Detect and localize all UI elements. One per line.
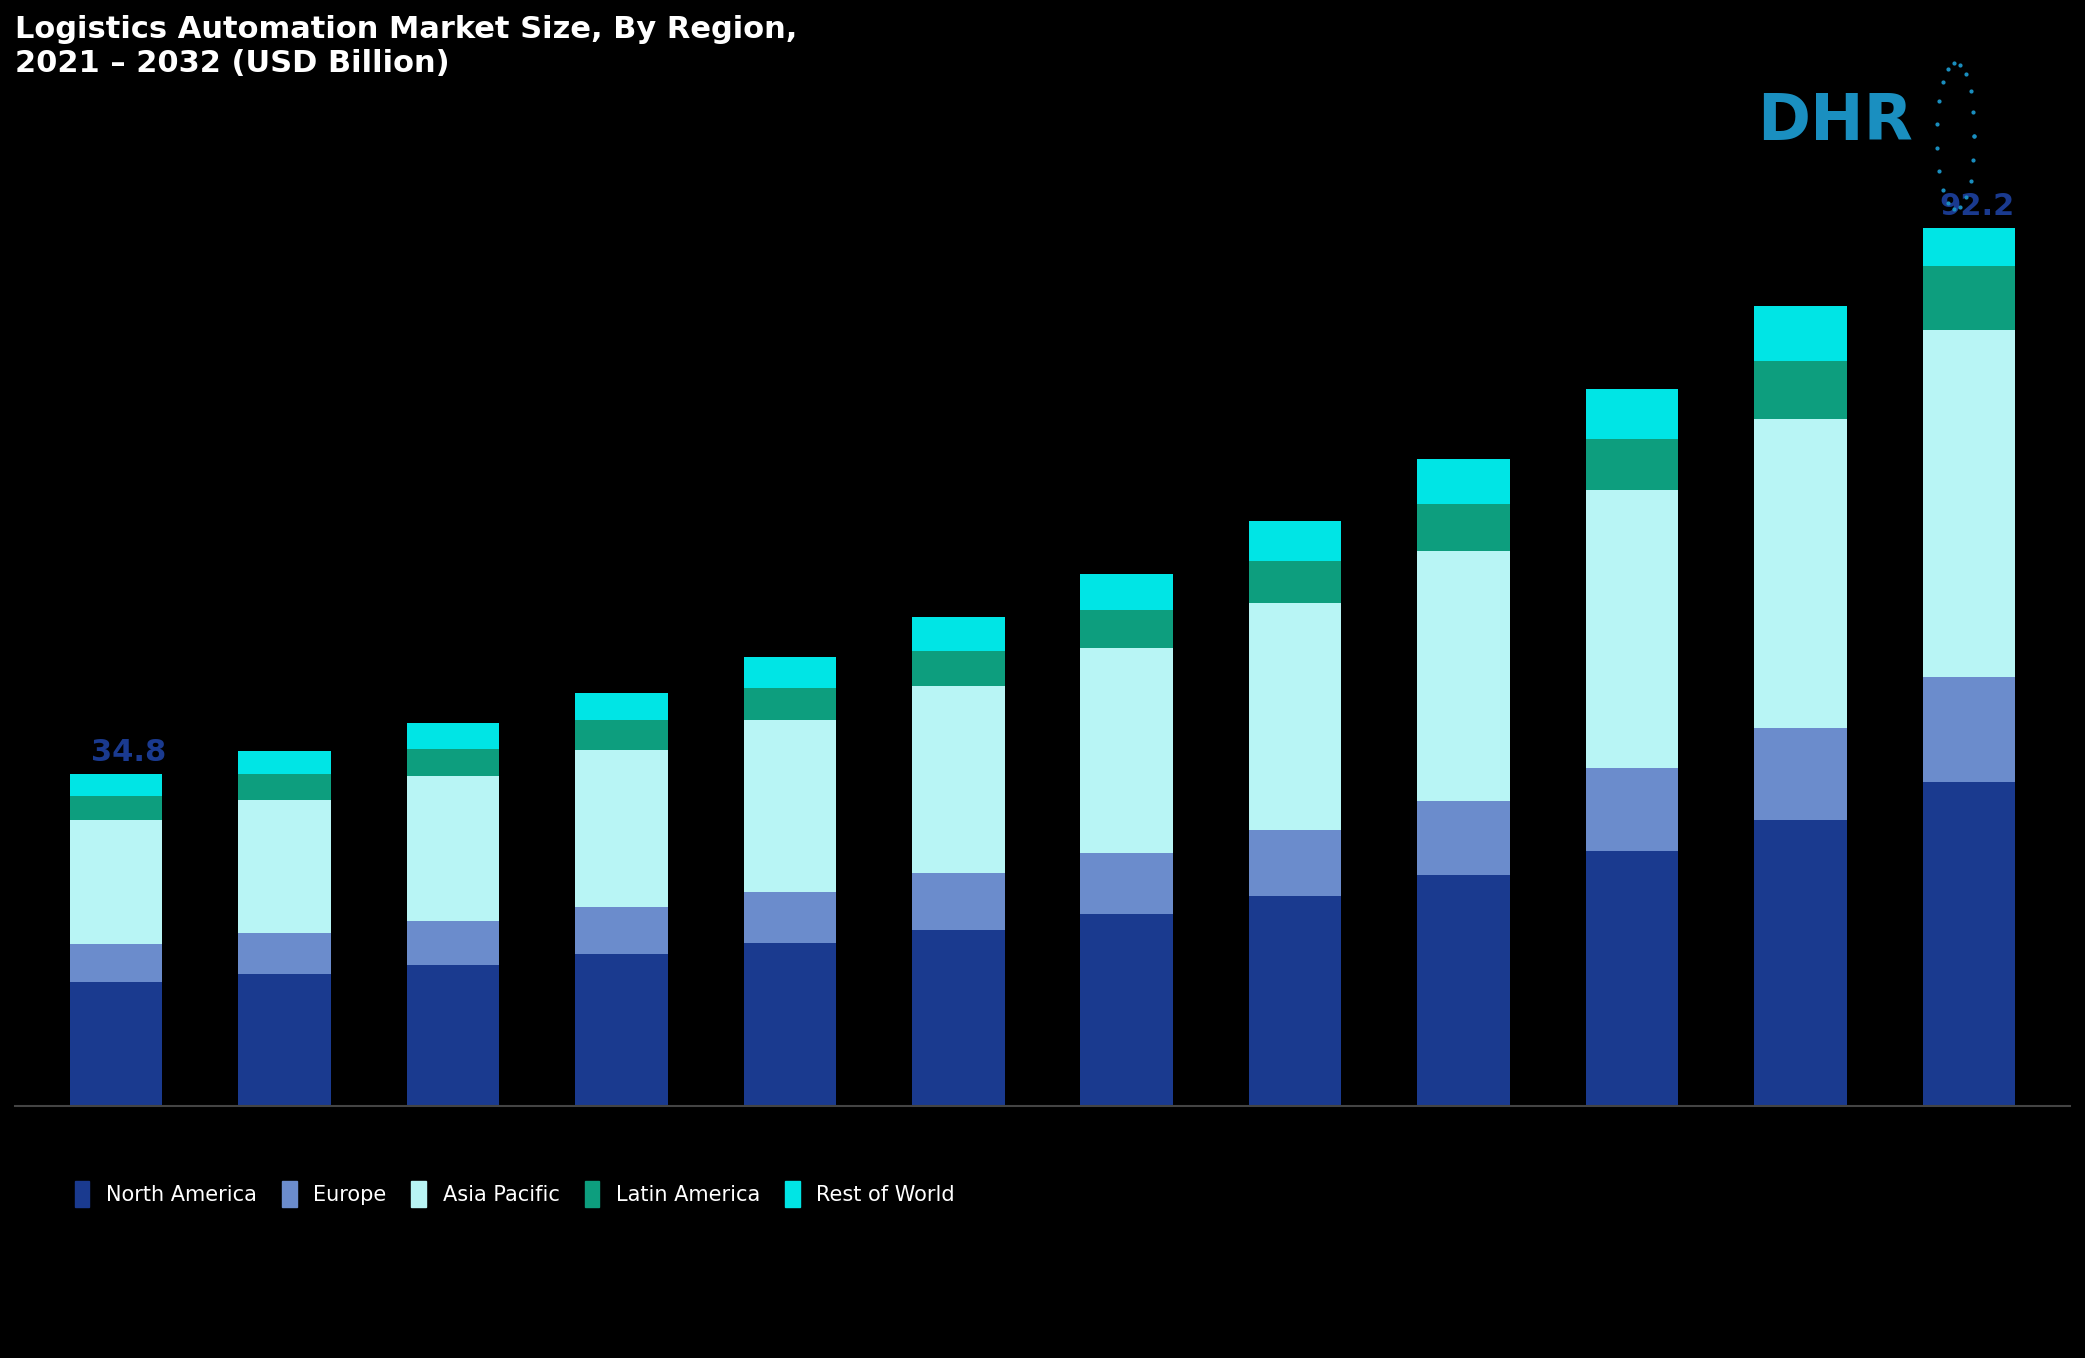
Bar	[69, 774, 163, 796]
Bar	[1080, 853, 1174, 914]
Bar	[238, 774, 332, 800]
Text: Logistics Automation Market Size, By Region,
2021 – 2032 (USD Billion): Logistics Automation Market Size, By Reg…	[15, 15, 796, 77]
Text: 92.2: 92.2	[1939, 191, 2014, 220]
Bar	[911, 650, 1005, 686]
Bar	[407, 722, 498, 748]
Bar	[744, 942, 836, 1105]
Bar	[238, 975, 332, 1105]
Bar	[69, 820, 163, 944]
Bar	[744, 720, 836, 892]
Bar	[1249, 603, 1341, 830]
Bar	[575, 750, 667, 907]
Bar	[744, 892, 836, 942]
Bar	[575, 693, 667, 720]
Bar	[1587, 767, 1678, 850]
Bar	[69, 944, 163, 982]
Bar	[1922, 266, 2016, 330]
Bar	[911, 873, 1005, 930]
Bar	[1587, 439, 1678, 490]
Bar	[1080, 914, 1174, 1105]
Bar	[407, 921, 498, 964]
Bar	[744, 689, 836, 720]
Bar	[1922, 782, 2016, 1105]
Bar	[1249, 521, 1341, 561]
Bar	[1922, 678, 2016, 782]
Bar	[1753, 418, 1847, 728]
Bar	[1753, 306, 1847, 361]
Bar	[407, 964, 498, 1105]
Bar	[1418, 504, 1510, 551]
Bar	[238, 751, 332, 774]
Text: 34.8: 34.8	[92, 737, 167, 767]
Bar	[575, 907, 667, 955]
Bar	[1587, 850, 1678, 1105]
Bar	[1753, 728, 1847, 820]
Text: DHR: DHR	[1758, 91, 1912, 153]
Bar	[1249, 896, 1341, 1105]
Bar	[69, 982, 163, 1105]
Bar	[1753, 820, 1847, 1105]
Bar	[575, 720, 667, 750]
Bar	[407, 748, 498, 777]
Bar	[744, 657, 836, 689]
Bar	[1080, 648, 1174, 853]
Bar	[238, 933, 332, 975]
Bar	[69, 796, 163, 820]
Bar	[911, 686, 1005, 873]
Bar	[1080, 610, 1174, 648]
Bar	[1922, 228, 2016, 266]
Bar	[1080, 573, 1174, 610]
Bar	[1587, 388, 1678, 439]
Bar	[238, 800, 332, 933]
Legend: North America, Europe, Asia Pacific, Latin America, Rest of World: North America, Europe, Asia Pacific, Lat…	[67, 1173, 963, 1215]
Bar	[1418, 459, 1510, 504]
Bar	[1922, 330, 2016, 678]
Bar	[407, 777, 498, 921]
Bar	[911, 930, 1005, 1105]
Bar	[1418, 801, 1510, 876]
Bar	[1587, 490, 1678, 767]
Bar	[1418, 551, 1510, 801]
Bar	[1753, 361, 1847, 418]
Bar	[1418, 876, 1510, 1105]
Bar	[911, 618, 1005, 650]
Bar	[1249, 830, 1341, 896]
Bar	[1249, 561, 1341, 603]
Bar	[575, 955, 667, 1105]
